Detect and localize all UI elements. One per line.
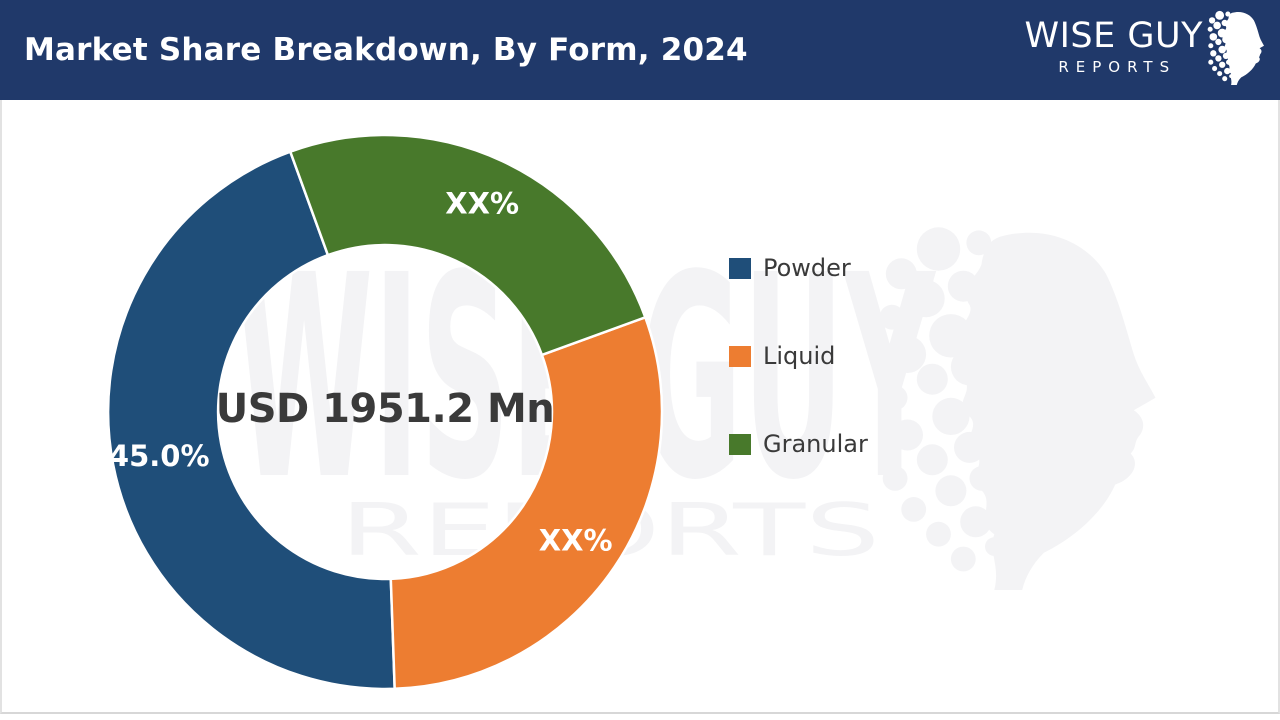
legend-label: Granular	[763, 430, 868, 458]
legend-label: Powder	[763, 254, 851, 282]
wedge-powder	[106, 150, 396, 691]
wise-guy-reports-logo: WISE GUY REPORTS	[1024, 8, 1264, 86]
chart-legend: Powder Liquid Granular	[729, 256, 868, 520]
powder-swatch-icon	[729, 257, 751, 279]
legend-label: Liquid	[763, 342, 836, 370]
granular-swatch-icon	[729, 433, 751, 455]
wedge-granular	[289, 133, 647, 357]
logo-subtitle: REPORTS	[1058, 57, 1177, 76]
legend-item-liquid: Liquid	[729, 344, 868, 368]
logo-wordmark: WISE GUY	[1024, 16, 1203, 57]
chart-center-value: USD 1951.2 Mn	[215, 386, 555, 432]
slice-label-liquid: XX%	[539, 524, 613, 558]
wedge-liquid	[389, 316, 664, 691]
page-title: Market Share Breakdown, By Form, 2024	[24, 32, 748, 68]
dotted-face-logo-icon	[1207, 8, 1264, 86]
liquid-swatch-icon	[729, 345, 751, 367]
header-bar: Market Share Breakdown, By Form, 2024 WI…	[0, 0, 1280, 100]
legend-item-powder: Powder	[729, 256, 868, 280]
legend-item-granular: Granular	[729, 432, 868, 456]
slice-label-powder: 45.0%	[109, 439, 210, 473]
dotted-face-watermark-icon	[868, 218, 1164, 590]
slice-label-granular: XX%	[445, 187, 519, 221]
